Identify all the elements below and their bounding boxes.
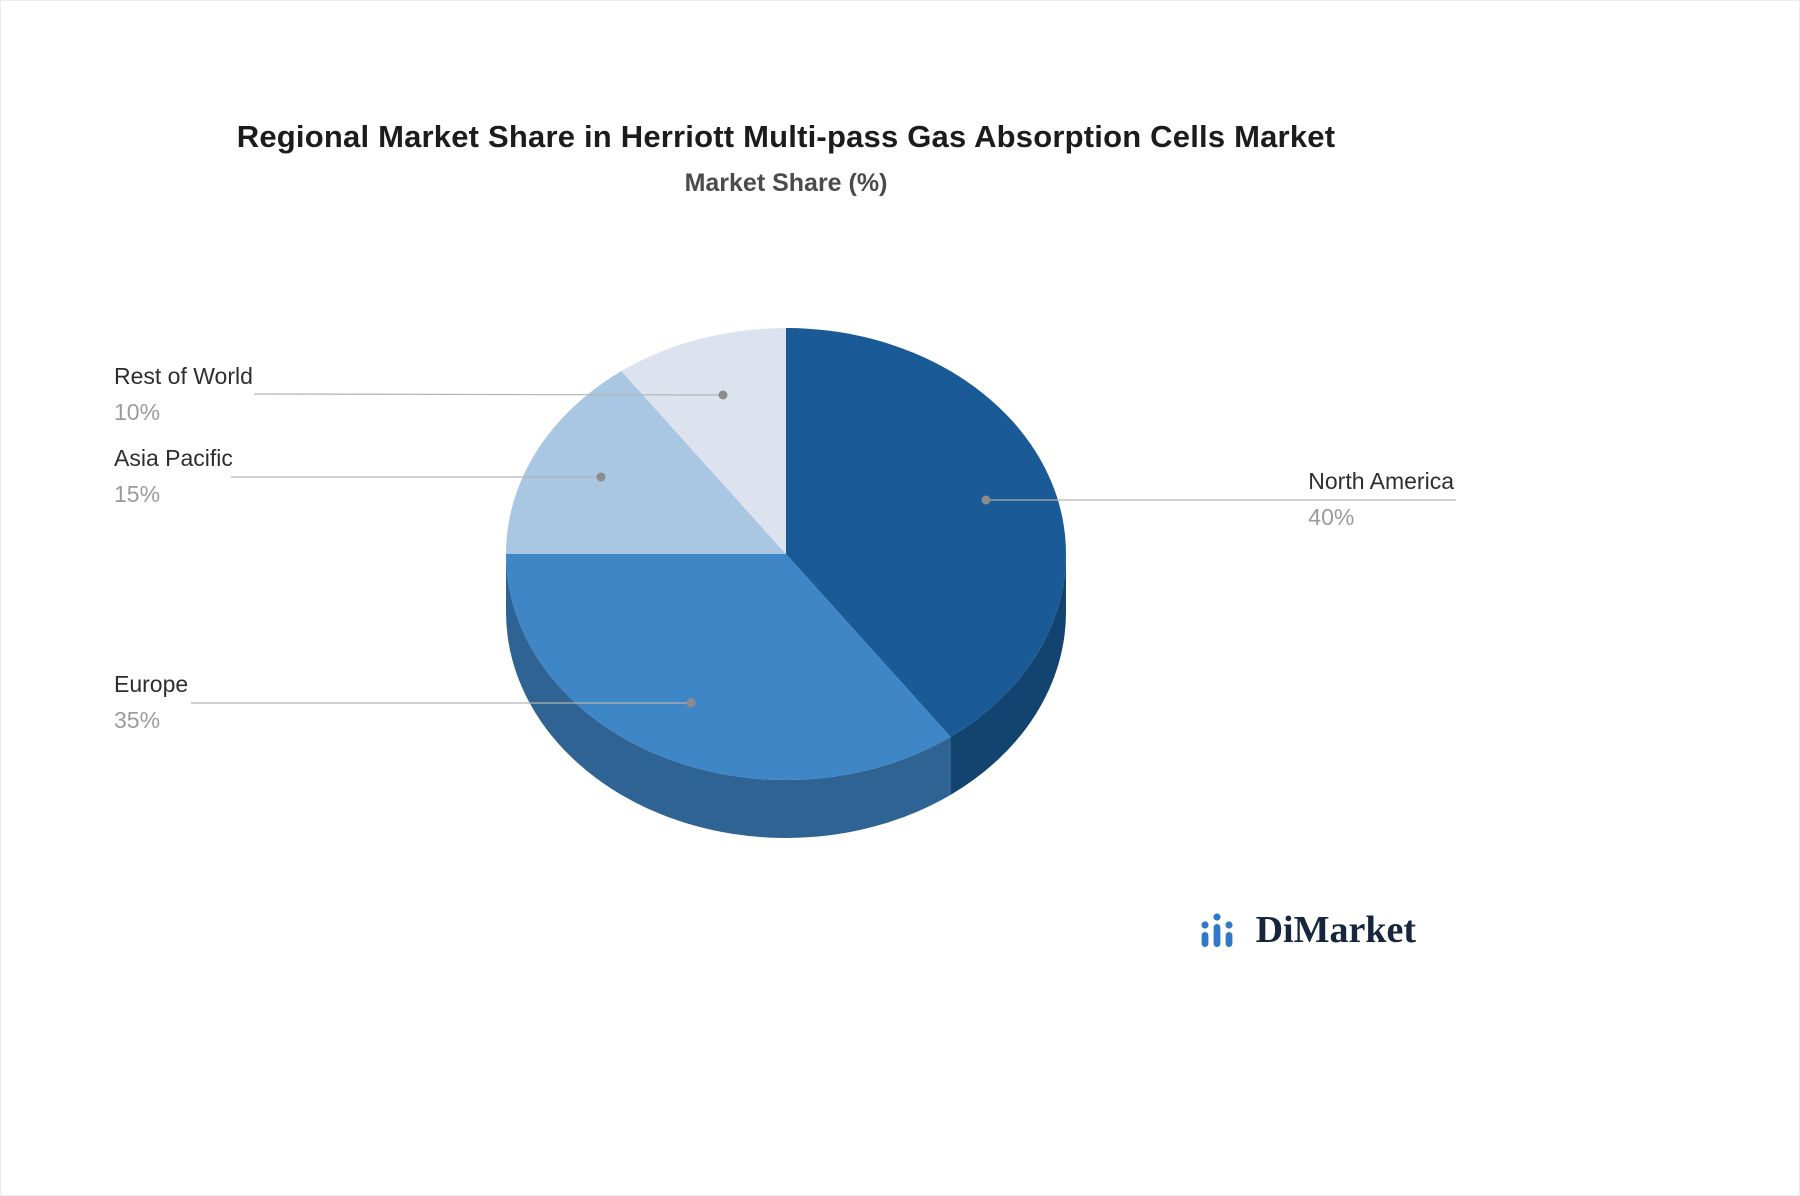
leader-dot-rest-of-world xyxy=(718,390,728,400)
chart-title: Regional Market Share in Herriott Multi-… xyxy=(236,119,1336,154)
pie-slices xyxy=(506,328,1067,839)
dimarket-logo-text: DiMarket xyxy=(1255,909,1416,951)
pie-slice-side-north-america xyxy=(950,554,1066,795)
slice-label: Rest of World xyxy=(114,363,253,389)
slice-value: 40% xyxy=(1308,504,1355,530)
leader-dot-asia-pacific xyxy=(596,472,606,482)
leader-line-rest-of-world xyxy=(253,393,724,396)
pie-slice-asia-pacific xyxy=(506,371,786,554)
slice-value: 10% xyxy=(114,399,161,425)
slice-label: Europe xyxy=(114,671,189,697)
leader-dots xyxy=(596,390,991,708)
pie-slice-side-europe xyxy=(506,554,951,839)
dimarket-logo: DiMarket xyxy=(1198,907,1416,953)
dimarket-logo-icon xyxy=(1201,913,1233,947)
callout-asia-pacific: Asia Pacific 15% xyxy=(114,445,233,507)
leader-lines xyxy=(191,393,1456,704)
chart-subtitle: Market Share (%) xyxy=(684,169,888,197)
slice-label: North America xyxy=(1308,468,1454,494)
leader-dot-north-america xyxy=(981,495,991,505)
callout-rest-of-world: Rest of World 10% xyxy=(114,363,253,425)
slice-value: 35% xyxy=(114,707,161,733)
pie-slice-rest-of-world xyxy=(621,328,786,554)
slice-value: 15% xyxy=(114,481,161,507)
pie-slice-north-america xyxy=(786,328,1067,737)
pie-slice-europe xyxy=(506,554,951,781)
leader-dot-europe xyxy=(686,698,696,708)
callout-north-america: North America 40% xyxy=(1308,468,1454,530)
callout-europe: Europe 35% xyxy=(114,671,188,733)
slice-label: Asia Pacific xyxy=(114,445,233,471)
